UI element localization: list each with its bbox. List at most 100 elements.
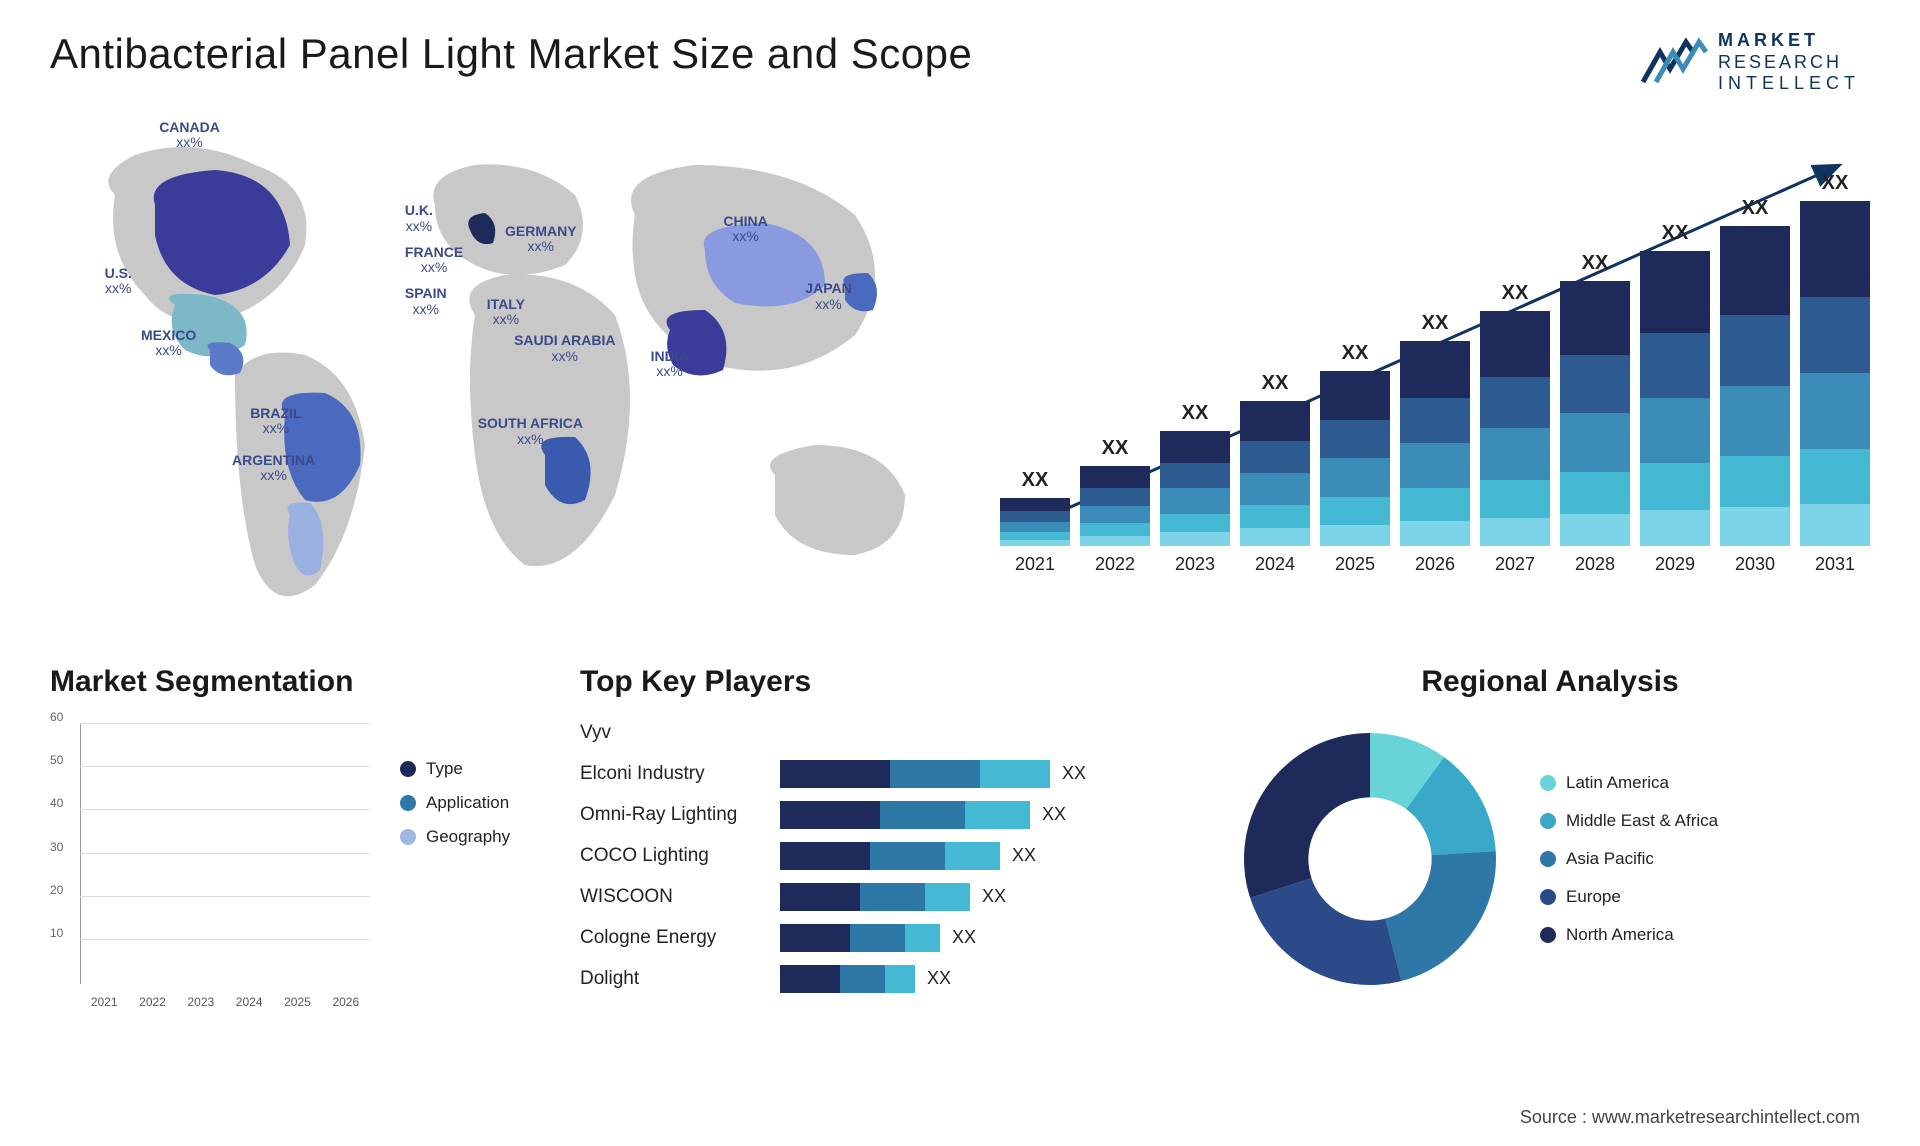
kp-label: Dolight — [580, 965, 760, 993]
regional-title: Regional Analysis — [1230, 665, 1870, 699]
growth-column: XX 2022 — [1080, 437, 1150, 575]
kp-value-label: XX — [982, 886, 1006, 907]
map-label: MEXICOxx% — [141, 328, 196, 359]
seg-year-label: 2025 — [273, 995, 321, 1009]
map-label: SAUDI ARABIAxx% — [514, 333, 615, 364]
source-attribution: Source : www.marketresearchintellect.com — [1520, 1107, 1860, 1128]
regional-legend: Latin America Middle East & Africa Asia Pa… — [1540, 773, 1718, 945]
growth-value-label: XX — [1582, 252, 1609, 275]
seg-ytick: 20 — [50, 883, 63, 897]
kp-value-label: XX — [927, 968, 951, 989]
map-label: SOUTH AFRICAxx% — [478, 416, 583, 447]
map-label: ITALYxx% — [487, 297, 525, 328]
kp-label: Vyv — [580, 719, 760, 747]
growth-column: XX2031 — [1800, 172, 1870, 575]
world-map-svg — [50, 115, 960, 635]
segmentation-title: Market Segmentation — [50, 665, 550, 699]
kp-row: XX — [780, 924, 1200, 952]
kp-value-label: XX — [1012, 845, 1036, 866]
map-label: JAPANxx% — [805, 281, 851, 312]
growth-value-label: XX — [1742, 197, 1769, 220]
growth-year-label: 2025 — [1335, 554, 1375, 575]
growth-column: XX 2027 — [1480, 282, 1550, 575]
seg-ytick: 50 — [50, 753, 63, 767]
map-label: SPAINxx% — [405, 286, 447, 317]
growth-column: XX 2025 — [1320, 342, 1390, 575]
seg-ytick: 60 — [50, 710, 63, 724]
growth-column: XX 2029 — [1640, 222, 1710, 575]
kp-row: XX — [780, 842, 1200, 870]
legend-item: Middle East & Africa — [1540, 811, 1718, 831]
growth-year-label: 2030 — [1735, 554, 1775, 575]
regional-donut — [1230, 719, 1510, 999]
logo-line2: RESEARCH — [1718, 52, 1860, 74]
logo-icon — [1638, 37, 1708, 87]
seg-year-label: 2023 — [177, 995, 225, 1009]
kp-label: COCO Lighting — [580, 842, 760, 870]
kp-row: XX — [780, 760, 1200, 788]
keyplayers-chart: Vyv Elconi Industry Omni-Ray Lighting COCO … — [580, 719, 1200, 993]
growth-value-label: XX — [1262, 372, 1289, 395]
map-label: ARGENTINAxx% — [232, 453, 315, 484]
kp-value-label: XX — [1062, 763, 1086, 784]
legend-item: Type — [400, 759, 510, 779]
kp-value-label: XX — [1042, 804, 1066, 825]
growth-column: XX2024 — [1240, 372, 1310, 575]
seg-ytick: 30 — [50, 840, 63, 854]
legend-item: Europe — [1540, 887, 1718, 907]
growth-value-label: XX — [1662, 222, 1689, 245]
seg-year-label: 2024 — [225, 995, 273, 1009]
kp-label: Elconi Industry — [580, 760, 760, 788]
growth-value-label: XX — [1502, 282, 1529, 305]
growth-value-label: XX — [1422, 312, 1449, 335]
segmentation-chart: 202120222023202420252026 102030405060 — [50, 719, 370, 1009]
page-title: Antibacterial Panel Light Market Size an… — [50, 30, 972, 78]
growth-year-label: 2027 — [1495, 554, 1535, 575]
donut-slice — [1250, 878, 1401, 985]
kp-label: Omni-Ray Lighting — [580, 801, 760, 829]
donut-slice — [1385, 851, 1496, 981]
seg-year-label: 2021 — [80, 995, 128, 1009]
growth-value-label: XX — [1822, 172, 1849, 195]
seg-year-label: 2022 — [128, 995, 176, 1009]
growth-bar-chart: XX2021XX2022XX2023XX2024XX2025XX2026XX20… — [1000, 115, 1870, 635]
keyplayers-title: Top Key Players — [580, 665, 1200, 699]
world-map: CANADAxx% U.S.xx% MEXICOxx% BRAZILxx% ARGENT… — [50, 115, 960, 635]
map-label: CANADAxx% — [159, 120, 220, 151]
growth-year-label: 2028 — [1575, 554, 1615, 575]
legend-item: Latin America — [1540, 773, 1718, 793]
growth-column: XX 2030 — [1720, 197, 1790, 575]
legend-item: Geography — [400, 827, 510, 847]
map-label: U.K.xx% — [405, 203, 433, 234]
kp-row: XX — [780, 965, 1200, 993]
kp-label: WISCOON — [580, 883, 760, 911]
legend-item: Application — [400, 793, 510, 813]
kp-row: XX — [780, 801, 1200, 829]
seg-ytick: 10 — [50, 926, 63, 940]
growth-column: XX 2026 — [1400, 312, 1470, 575]
growth-year-label: 2029 — [1655, 554, 1695, 575]
growth-value-label: XX — [1102, 437, 1129, 460]
growth-column: XX 2028 — [1560, 252, 1630, 575]
growth-year-label: 2021 — [1015, 554, 1055, 575]
map-label: GERMANYxx% — [505, 224, 577, 255]
growth-year-label: 2023 — [1175, 554, 1215, 575]
growth-value-label: XX — [1342, 342, 1369, 365]
kp-row — [780, 719, 1200, 747]
map-label: FRANCExx% — [405, 245, 463, 276]
growth-value-label: XX — [1022, 469, 1049, 492]
map-label: U.S.xx% — [105, 266, 132, 297]
growth-value-label: XX — [1182, 402, 1209, 425]
growth-column: XX 2023 — [1160, 402, 1230, 575]
growth-year-label: 2022 — [1095, 554, 1135, 575]
seg-ytick: 40 — [50, 796, 63, 810]
kp-label: Cologne Energy — [580, 924, 760, 952]
donut-slice — [1244, 733, 1370, 898]
segmentation-legend: Type Application Geography — [400, 719, 510, 1009]
kp-row: XX — [780, 883, 1200, 911]
legend-item: Asia Pacific — [1540, 849, 1718, 869]
map-label: BRAZILxx% — [250, 406, 301, 437]
logo-line3: INTELLECT — [1718, 73, 1860, 95]
growth-year-label: 2026 — [1415, 554, 1455, 575]
logo-line1: MARKET — [1718, 30, 1860, 52]
